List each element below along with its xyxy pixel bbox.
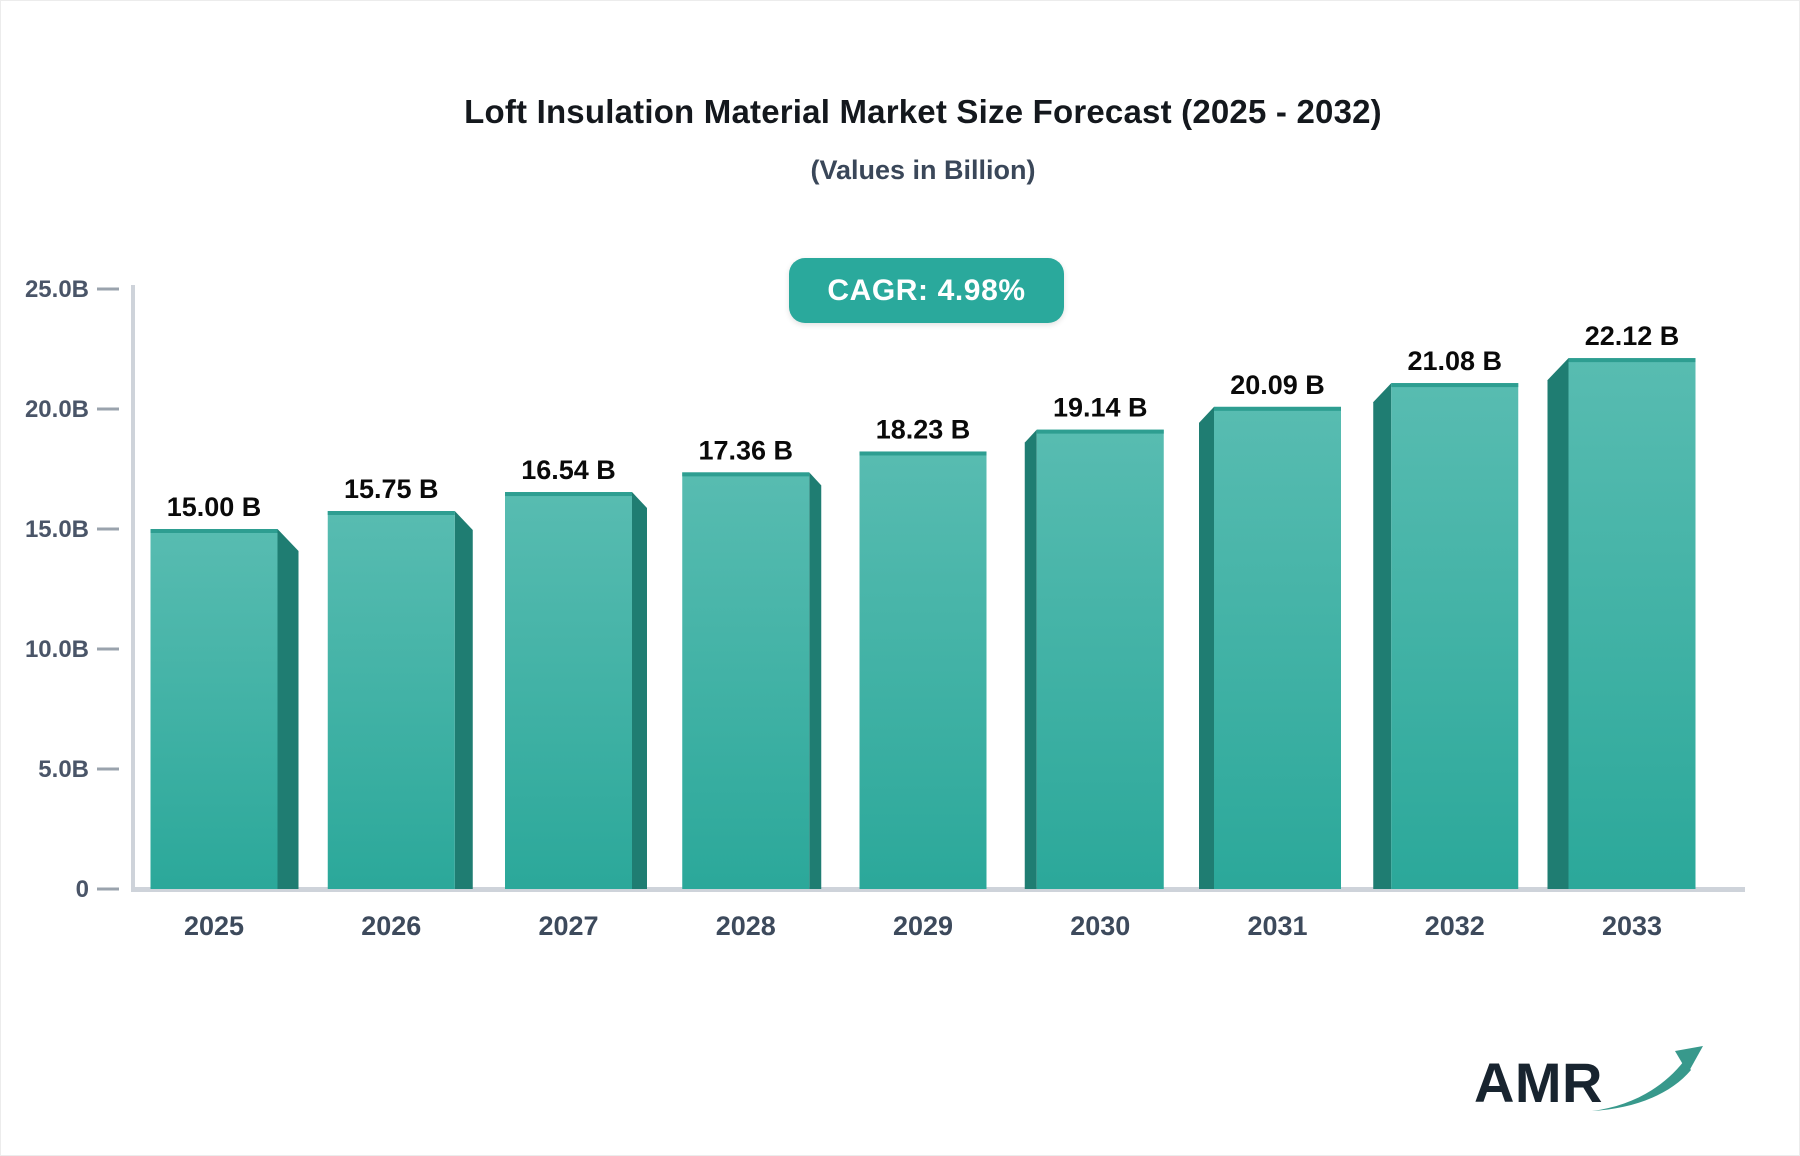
bar-value-label: 15.75 B — [344, 474, 439, 504]
bar-side-face — [809, 472, 822, 889]
bar-2030 — [1036, 429, 1164, 889]
bar-value-label: 19.14 B — [1053, 393, 1148, 423]
bar-value-label: 18.23 B — [876, 414, 971, 444]
y-axis-label: 25.0B — [25, 276, 89, 303]
bar-top-edge — [1214, 406, 1341, 411]
y-axis-label: 10.0B — [25, 636, 89, 663]
bar-value-label: 15.00 B — [167, 492, 262, 522]
bar-side-face — [1547, 358, 1569, 889]
bar-top-edge — [1568, 358, 1696, 363]
chart-title: Loft Insulation Material Market Size For… — [464, 93, 1382, 130]
bar-top-edge — [1391, 383, 1519, 388]
bar-top-edge — [505, 492, 632, 497]
x-axis-label-2030: 2030 — [1070, 911, 1130, 941]
x-axis-label-2028: 2028 — [716, 911, 776, 941]
bar-side-face — [1024, 429, 1037, 889]
bar-side-face — [632, 492, 647, 889]
bar-value-label: 21.08 B — [1407, 346, 1502, 376]
bar-side-face — [1373, 383, 1392, 889]
y-axis-label: 5.0B — [38, 756, 89, 783]
bar-2032 — [1391, 383, 1519, 889]
bar-top-edge — [150, 529, 278, 533]
bar-side-face — [454, 511, 473, 889]
y-axis-label: 15.0B — [25, 516, 89, 543]
cagr-badge: CAGR: 4.98% — [789, 258, 1064, 323]
bar-2033 — [1568, 358, 1696, 889]
bar-2028 — [682, 472, 810, 889]
logo-text: AMR — [1473, 1051, 1603, 1114]
chart-subtitle: (Values in Billion) — [810, 155, 1036, 185]
bar-side-face — [277, 529, 299, 889]
x-axis-line — [131, 887, 1745, 892]
bar-value-label: 16.54 B — [521, 455, 616, 485]
bar-top-edge — [327, 511, 455, 515]
y-axis-label: 0 — [76, 876, 89, 903]
bar-top-edge — [859, 451, 987, 456]
x-axis-label-2033: 2033 — [1602, 911, 1662, 941]
bar-2031 — [1214, 406, 1341, 889]
x-axis-label-2029: 2029 — [893, 911, 953, 941]
bar-side-face — [1199, 406, 1214, 889]
x-axis-label-2031: 2031 — [1247, 911, 1307, 941]
bar-2025 — [150, 529, 278, 889]
bar-top-edge — [682, 472, 810, 477]
bar-value-label: 17.36 B — [698, 435, 793, 465]
y-axis-line — [131, 285, 135, 892]
bar-2026 — [327, 511, 455, 889]
x-axis-label-2025: 2025 — [184, 911, 244, 941]
bar-value-label: 20.09 B — [1230, 370, 1325, 400]
x-axis-label-2026: 2026 — [361, 911, 421, 941]
x-axis-label-2027: 2027 — [538, 911, 598, 941]
bar-top-edge — [1036, 429, 1164, 434]
amr-logo: AMR — [1474, 1041, 1705, 1111]
y-axis-label: 20.0B — [25, 396, 89, 423]
bar-2029 — [859, 451, 987, 889]
bar-2027 — [505, 492, 632, 889]
x-axis-label-2032: 2032 — [1425, 911, 1485, 941]
growth-arrow-icon — [1592, 1046, 1703, 1111]
bar-value-label: 22.12 B — [1585, 321, 1680, 351]
